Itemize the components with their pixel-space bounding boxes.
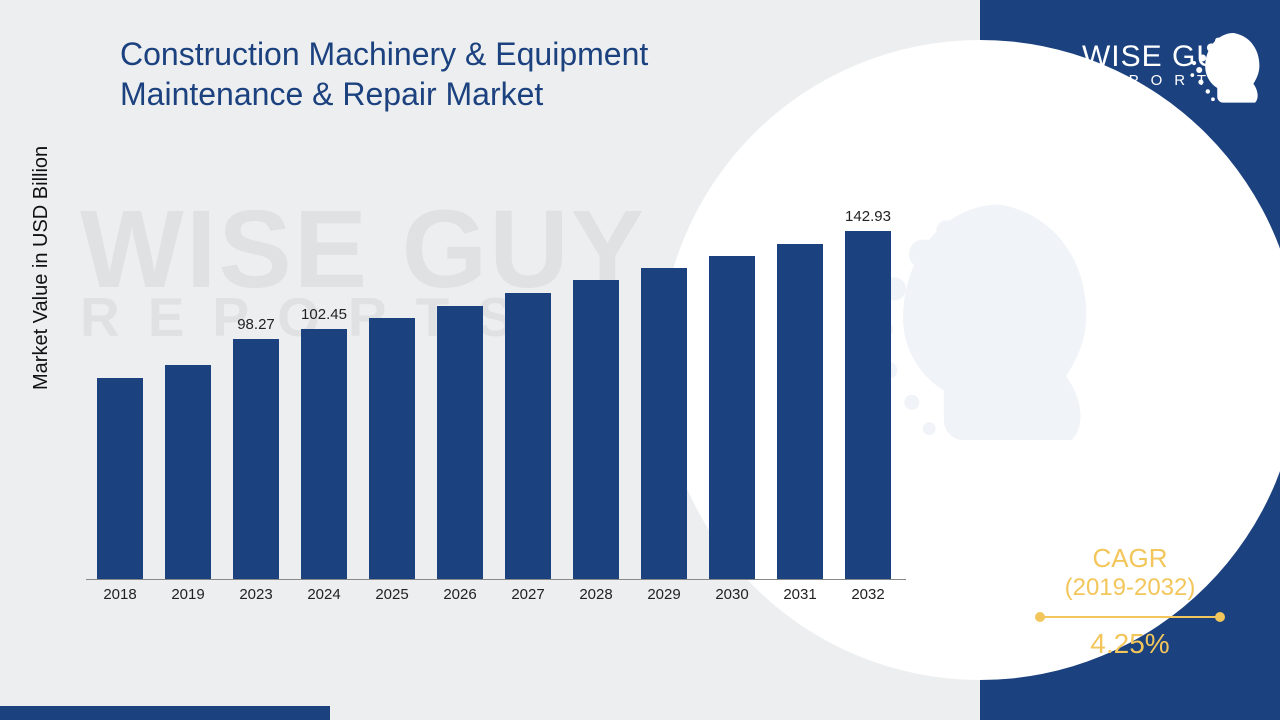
main-area: Construction Machinery & Equipment Maint…	[0, 0, 980, 720]
chart-bar	[709, 256, 755, 579]
x-axis-tick-label: 2026	[426, 586, 494, 603]
chart-title: Construction Machinery & Equipment Maint…	[120, 34, 770, 114]
chart-bar	[437, 306, 483, 579]
x-axis-tick-label: 2032	[834, 586, 902, 603]
cagr-block: CAGR (2019-2032) 4.25%	[1020, 543, 1240, 660]
plot-area: 20182019202398.272024102.452025202620272…	[86, 190, 906, 580]
chart-bar	[641, 268, 687, 579]
cagr-label: CAGR	[1020, 543, 1240, 574]
brand-sub: REPORTS	[1082, 72, 1240, 89]
cagr-value: 4.25%	[1020, 628, 1240, 660]
chart-bar	[233, 339, 279, 579]
x-axis-tick-label: 2030	[698, 586, 766, 603]
bar-value-label: 102.45	[290, 306, 358, 323]
x-axis-tick-label: 2023	[222, 586, 290, 603]
brand-main: WISE GUY	[1082, 40, 1240, 74]
x-axis-tick-label: 2027	[494, 586, 562, 603]
infographic-stage: WISE GUY REPORTS Construction Machinery …	[0, 0, 1280, 720]
cagr-range: (2019-2032)	[1020, 574, 1240, 602]
x-axis-tick-label: 2028	[562, 586, 630, 603]
chart-bar	[573, 280, 619, 579]
chart-bar	[97, 378, 143, 579]
x-axis-tick-label: 2029	[630, 586, 698, 603]
brand-block: WISE GUY REPORTS	[1082, 40, 1240, 89]
x-axis-tick-label: 2024	[290, 586, 358, 603]
footer-accent-bar	[0, 706, 330, 720]
bar-chart: 20182019202398.272024102.452025202620272…	[86, 190, 906, 610]
chart-bar	[301, 329, 347, 579]
x-axis-tick-label: 2031	[766, 586, 834, 603]
cagr-divider	[1040, 616, 1220, 618]
chart-bar	[165, 365, 211, 580]
y-axis-label: Market Value in USD Billion	[30, 146, 53, 390]
chart-bar	[505, 293, 551, 579]
x-axis-tick-label: 2025	[358, 586, 426, 603]
chart-bar	[845, 231, 891, 579]
chart-bar	[369, 318, 415, 579]
x-axis-tick-label: 2019	[154, 586, 222, 603]
chart-bar	[777, 244, 823, 579]
bar-value-label: 142.93	[834, 208, 902, 225]
x-axis-tick-label: 2018	[86, 586, 154, 603]
bar-value-label: 98.27	[222, 316, 290, 333]
